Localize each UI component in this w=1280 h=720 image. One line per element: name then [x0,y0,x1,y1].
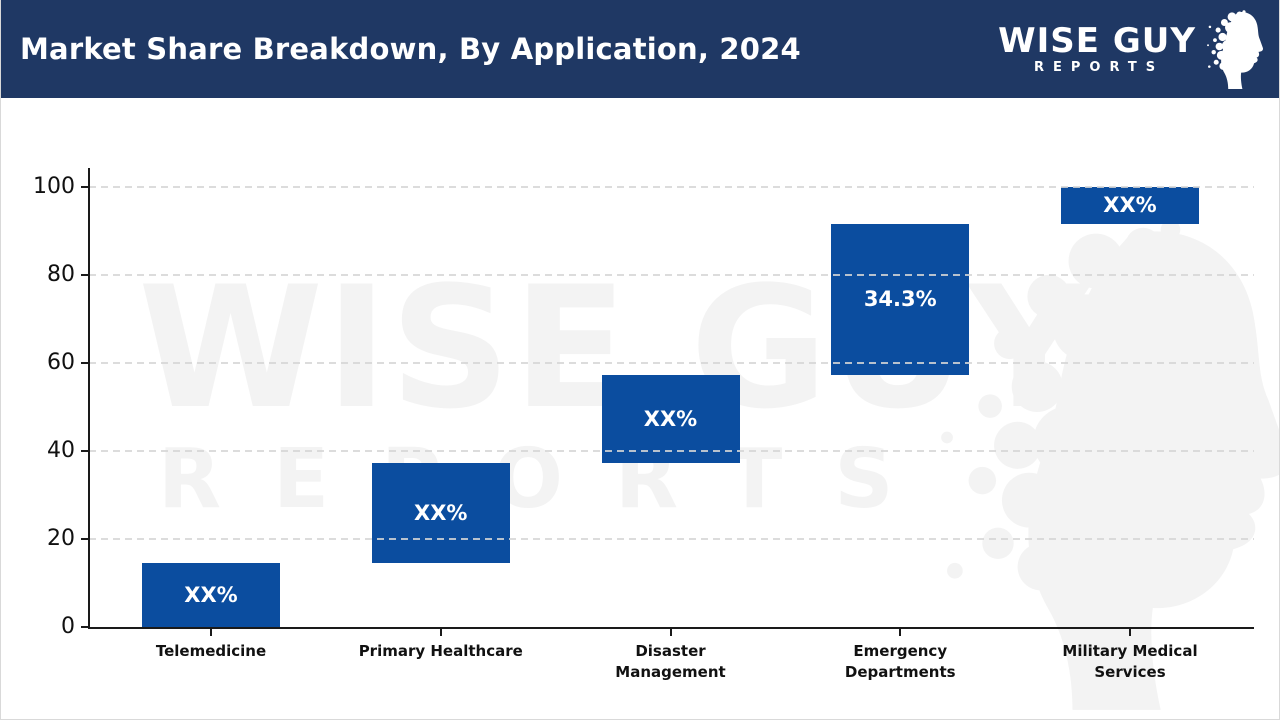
brand-subtitle: REPORTS [1034,60,1165,75]
x-tick-label-4: Military Medical Services [1062,642,1198,681]
brand-logo-text: WISE GUY REPORTS [998,23,1196,75]
y-tick-label: 100 [33,174,75,199]
y-tick-mark [81,362,88,364]
y-tick-label: 20 [47,526,75,551]
x-tick-label-0: Telemedicine [155,642,267,660]
gridline-20 [89,538,1254,540]
x-tick-label-3: Emergency Departments [844,642,956,681]
y-tick-label: 80 [47,262,75,287]
brand-logo: WISE GUY REPORTS [998,8,1264,90]
bar-3: 34.3% [831,223,970,375]
bar-1: XX% [371,462,510,564]
bar-0: XX% [142,563,280,627]
y-tick-label: 60 [47,350,75,375]
brand-face-icon [1207,10,1264,90]
gridline-100 [89,186,1254,188]
y-tick-label: 0 [61,614,75,639]
gridline-40 [89,450,1254,452]
gridline-80 [89,274,1254,276]
brand-name: WISE GUY [998,21,1196,61]
chart: XX% XX% XX% 34.3% XX% 0 20 40 60 80 100 Telemedicin… [0,98,1280,720]
y-tick-mark [81,274,88,276]
x-tick-mark [899,629,902,636]
bar-value-label: XX% [184,583,238,608]
x-tick-mark [439,629,442,636]
y-tick-mark [81,450,88,452]
y-tick-mark [81,538,88,540]
x-tick-mark [1129,629,1131,636]
bar-value-label: XX% [414,501,468,526]
y-tick-label: 40 [47,438,75,463]
bar-4: XX% [1061,187,1199,224]
y-tick-mark [81,186,88,188]
page-title: Market Share Breakdown, By Application, … [20,32,801,66]
bar-2: XX% [601,374,740,463]
y-axis-line [88,168,90,629]
x-tick-label-2: Disaster Management [615,642,726,681]
gridline-60 [89,362,1254,364]
x-tick-label-1: Primary Healthcare [358,642,523,660]
bar-value-label: XX% [643,406,698,431]
x-tick-mark [669,629,672,636]
header-bar: Market Share Breakdown, By Application, … [0,0,1280,98]
bar-value-label: 34.3% [863,287,937,312]
x-axis-line [88,627,1254,629]
x-tick-mark [210,629,212,636]
bar-value-label: XX% [1103,193,1157,218]
y-tick-mark [81,626,88,628]
